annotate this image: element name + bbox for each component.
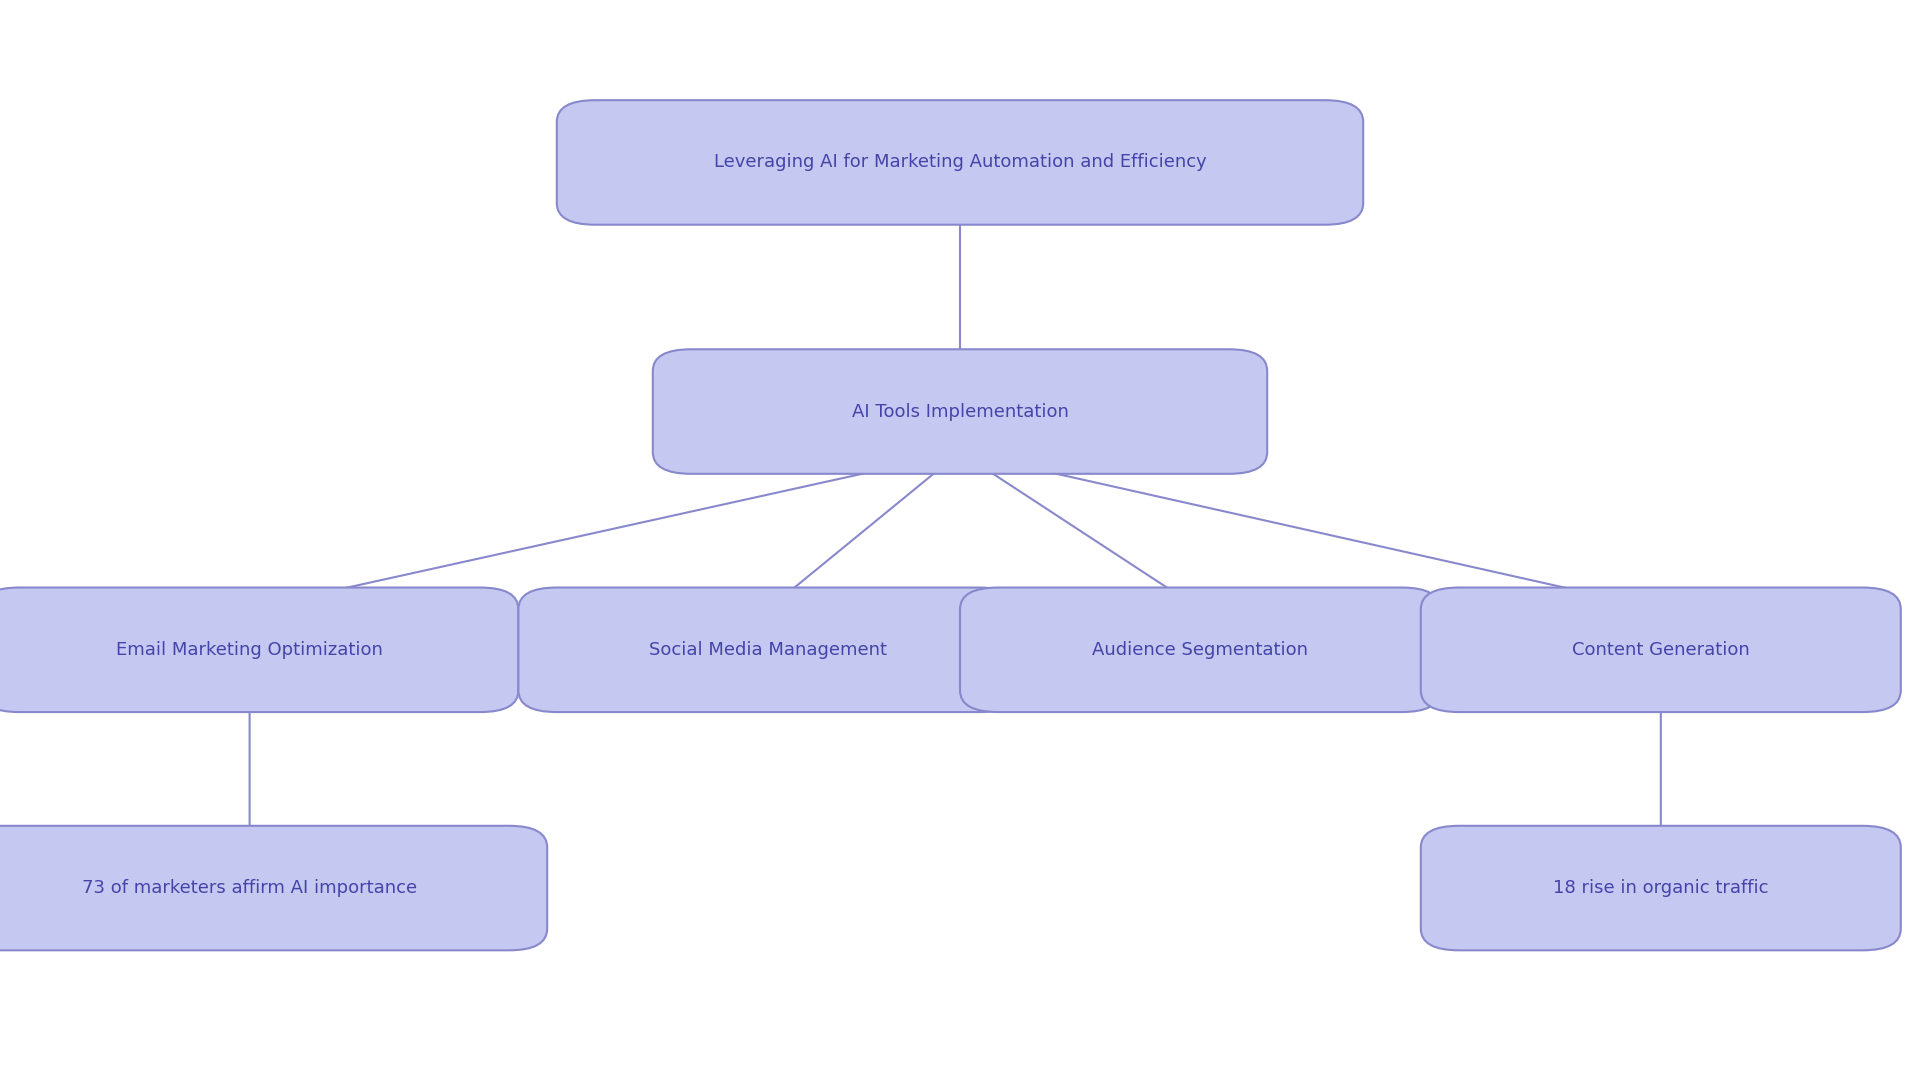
FancyBboxPatch shape xyxy=(0,587,518,713)
FancyBboxPatch shape xyxy=(653,349,1267,474)
FancyBboxPatch shape xyxy=(518,587,1018,713)
Text: Social Media Management: Social Media Management xyxy=(649,641,887,658)
FancyBboxPatch shape xyxy=(960,587,1440,713)
Text: 73 of marketers affirm AI importance: 73 of marketers affirm AI importance xyxy=(83,879,417,897)
Text: Email Marketing Optimization: Email Marketing Optimization xyxy=(117,641,382,658)
FancyBboxPatch shape xyxy=(557,101,1363,225)
FancyBboxPatch shape xyxy=(0,826,547,951)
Text: AI Tools Implementation: AI Tools Implementation xyxy=(852,403,1068,420)
Text: Audience Segmentation: Audience Segmentation xyxy=(1092,641,1308,658)
Text: Leveraging AI for Marketing Automation and Efficiency: Leveraging AI for Marketing Automation a… xyxy=(714,154,1206,171)
Text: 18 rise in organic traffic: 18 rise in organic traffic xyxy=(1553,879,1768,897)
FancyBboxPatch shape xyxy=(1421,826,1901,951)
Text: Content Generation: Content Generation xyxy=(1572,641,1749,658)
FancyBboxPatch shape xyxy=(1421,587,1901,713)
